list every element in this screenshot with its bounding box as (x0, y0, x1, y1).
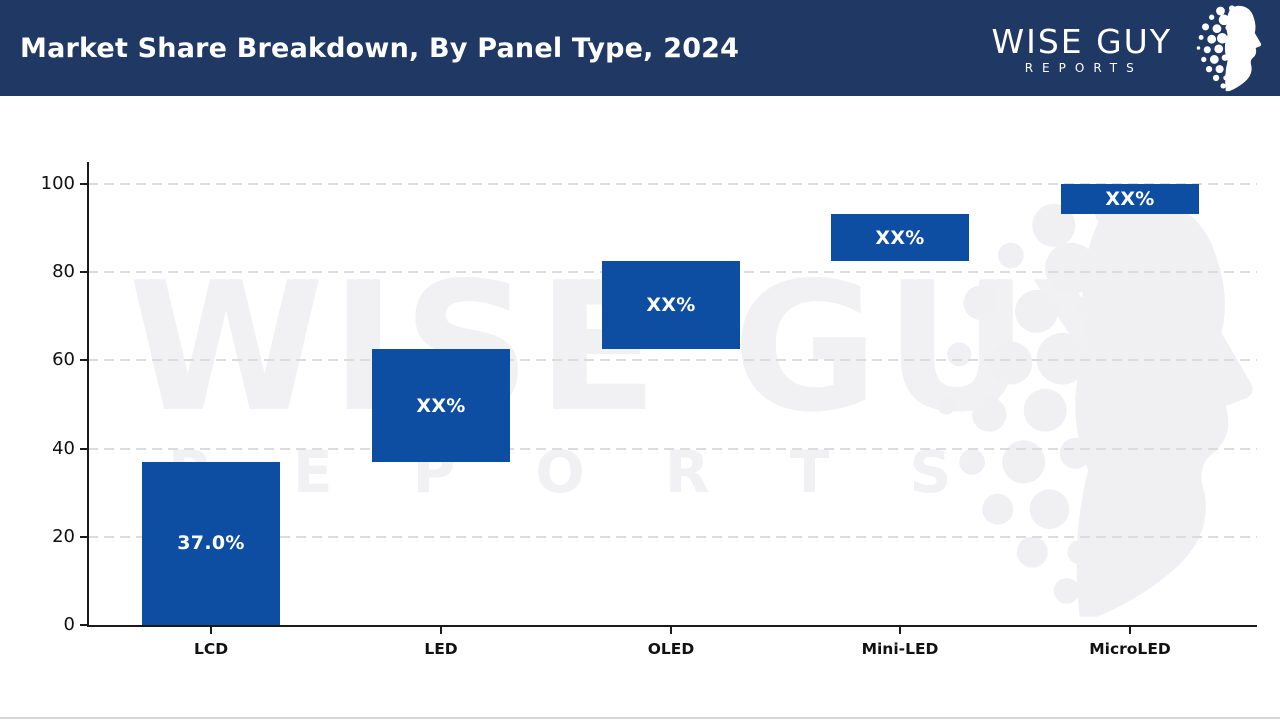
y-tick-label-40: 40 (52, 437, 75, 459)
y-tick-100 (80, 183, 87, 185)
x-tick-label-mini-led: Mini-LED (861, 640, 939, 658)
y-tick-60 (80, 359, 87, 362)
y-tick-label-100: 100 (40, 173, 75, 194)
bar-value-label-mini-led: XX% (875, 226, 925, 249)
bar-lcd: 37.0% (142, 461, 280, 625)
page-title: Market Share Breakdown, By Panel Type, 2… (20, 32, 740, 64)
y-tick-label-20: 20 (52, 525, 75, 547)
bar-microled: XX% (1061, 184, 1199, 214)
head-profile-dots-icon (1196, 5, 1262, 92)
y-tick-80 (80, 271, 87, 274)
y-tick-20 (80, 535, 87, 538)
x-tick-oled (670, 627, 672, 634)
y-tick-label-0: 0 (63, 614, 75, 635)
y-tick-40 (80, 447, 87, 450)
x-tick-led (440, 627, 442, 634)
y-tick-0 (80, 624, 87, 626)
logo-text: WISE GUY REPORTS (991, 25, 1172, 75)
bar-value-label-led: XX% (416, 394, 466, 417)
bar-mini-led: XX% (831, 213, 969, 262)
header-banner: Market Share Breakdown, By Panel Type, 2… (0, 0, 1280, 96)
y-tick-label-60: 60 (52, 349, 75, 371)
bar-value-label-lcd: 37.0% (177, 532, 245, 555)
watermark-head-icon (937, 197, 1253, 617)
x-axis-line (87, 625, 1257, 627)
x-tick-label-lcd: LCD (193, 640, 229, 658)
plot-area: 0 20 40 60 80 100 37.0% LCD XX% LED XX% OLED XX% Mini… (0, 96, 1280, 720)
bar-value-label-oled: XX% (646, 294, 696, 317)
gridline-20 (88, 535, 1257, 538)
x-tick-label-microled: MicroLED (1089, 640, 1171, 658)
gridline-40 (88, 447, 1257, 450)
x-tick-mini-led (899, 627, 901, 634)
y-tick-label-80: 80 (52, 261, 75, 283)
y-axis-line (87, 162, 89, 627)
bar-led: XX% (372, 349, 510, 462)
gridline-60 (88, 359, 1257, 362)
x-tick-label-led: LED (424, 640, 458, 658)
x-tick-microled (1129, 627, 1131, 634)
bar-oled: XX% (602, 261, 740, 350)
chart-canvas: WISE GUY R E P O R T S 0 20 40 60 80 100 3 (0, 96, 1280, 720)
wise-guy-logo: WISE GUY REPORTS (991, 0, 1280, 96)
bar-value-label-microled: XX% (1105, 187, 1155, 210)
x-tick-label-oled: OLED (647, 640, 695, 658)
bottom-border-rule (0, 717, 1280, 719)
logo-subtitle: REPORTS (1024, 61, 1143, 75)
x-tick-lcd (210, 627, 212, 634)
logo-wordmark: WISE GUY (991, 22, 1172, 61)
gridline-100 (88, 183, 1257, 185)
